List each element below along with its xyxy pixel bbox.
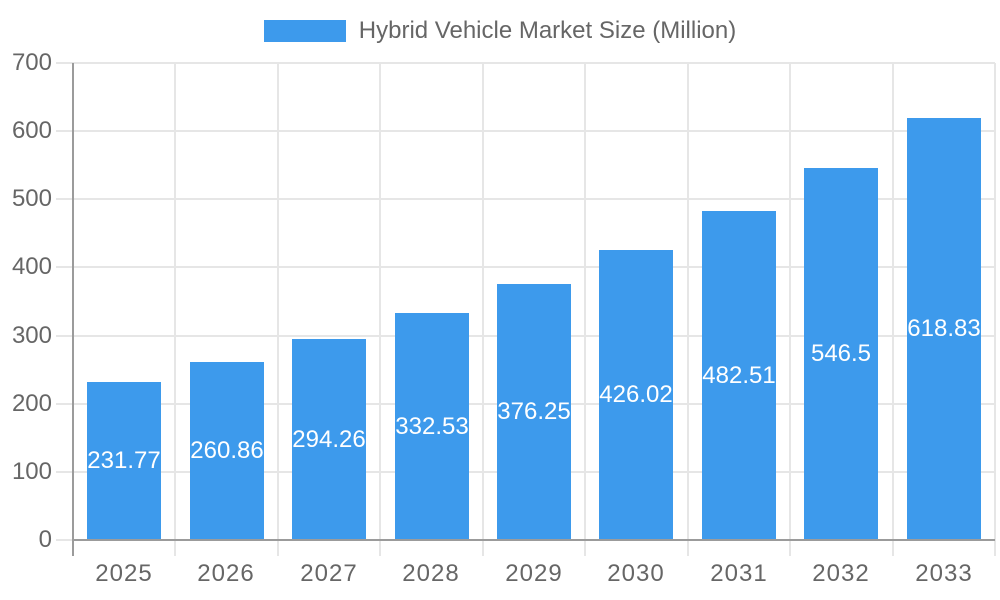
- x-axis-tick-label: 2027: [300, 560, 358, 587]
- x-gridline: [892, 63, 894, 556]
- bar-value-label: 231.77: [87, 447, 161, 474]
- bar-2027[interactable]: [292, 339, 366, 539]
- y-gridline: [56, 62, 995, 64]
- chart-legend-item[interactable]: Hybrid Vehicle Market Size (Million): [0, 17, 1000, 45]
- y-axis-tick-label: 0: [38, 526, 52, 553]
- bar-value-label: 482.51: [702, 362, 776, 389]
- y-axis-tick-label: 600: [11, 117, 52, 144]
- bar-value-label: 376.25: [497, 398, 571, 425]
- bar-2033[interactable]: [907, 118, 981, 539]
- y-axis-tick-label: 400: [11, 253, 52, 280]
- bar-2028[interactable]: [395, 313, 469, 539]
- bar-2025[interactable]: [87, 382, 161, 539]
- y-axis-tick-label: 200: [11, 390, 52, 417]
- x-gridline: [482, 63, 484, 556]
- y-gridline: [56, 266, 995, 268]
- x-axis-tick-label: 2026: [197, 560, 255, 587]
- bar-2026[interactable]: [190, 362, 264, 539]
- x-axis-tick-label: 2025: [95, 560, 153, 587]
- y-axis-tick-label: 700: [11, 49, 52, 76]
- x-axis-tick-label: 2032: [812, 560, 870, 587]
- bar-value-label: 260.86: [190, 437, 264, 464]
- bar-value-label: 332.53: [395, 413, 469, 440]
- x-axis-tick-label: 2029: [505, 560, 563, 587]
- x-axis-tick-label: 2031: [710, 560, 768, 587]
- y-axis-tick-label: 500: [11, 185, 52, 212]
- y-gridline: [56, 130, 995, 132]
- bar-2030[interactable]: [599, 250, 673, 539]
- bar-value-label: 618.83: [907, 315, 981, 342]
- x-gridline: [174, 63, 176, 556]
- x-axis-tick-label: 2033: [915, 560, 973, 587]
- x-axis-line: [72, 539, 995, 541]
- x-gridline: [379, 63, 381, 556]
- y-axis-tick-label: 300: [11, 322, 52, 349]
- bar-2029[interactable]: [497, 284, 571, 539]
- bar-value-label: 546.5: [810, 340, 872, 367]
- legend-label: Hybrid Vehicle Market Size (Million): [358, 17, 737, 44]
- y-axis-line: [72, 63, 74, 556]
- bar-2031[interactable]: [702, 211, 776, 539]
- x-gridline: [994, 63, 996, 556]
- x-axis-tick-label: 2030: [607, 560, 665, 587]
- legend-swatch: [263, 20, 346, 42]
- x-gridline: [277, 63, 279, 556]
- bar-value-label: 294.26: [292, 426, 366, 453]
- x-gridline: [687, 63, 689, 556]
- bar-value-label: 426.02: [599, 381, 673, 408]
- bar-2032[interactable]: [804, 168, 878, 539]
- x-axis-tick-label: 2028: [402, 560, 460, 587]
- x-gridline: [584, 63, 586, 556]
- y-gridline: [56, 198, 995, 200]
- y-axis-tick-label: 100: [11, 458, 52, 485]
- x-gridline: [789, 63, 791, 556]
